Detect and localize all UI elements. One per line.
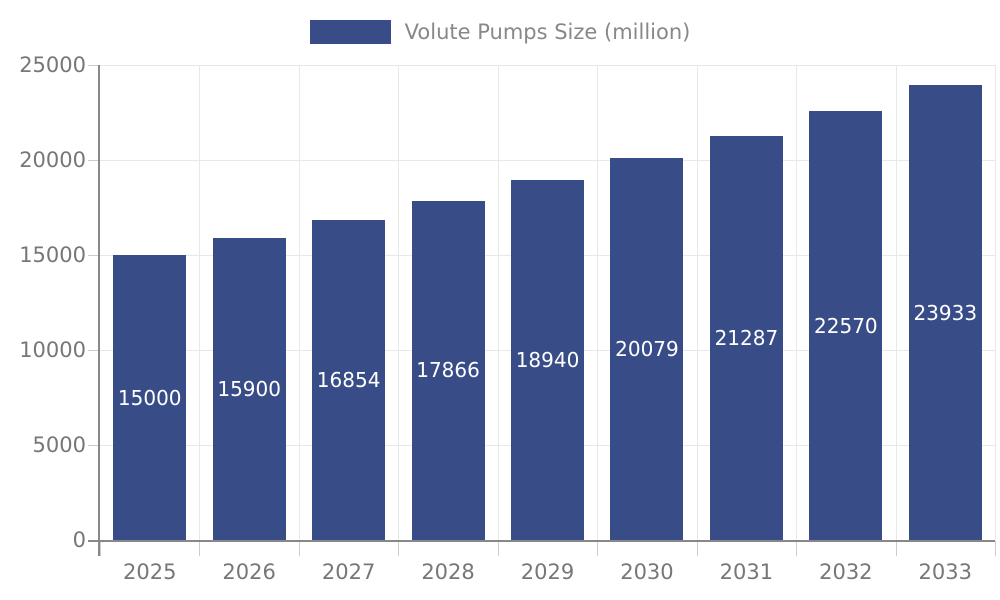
- bar[interactable]: [610, 158, 684, 540]
- x-axis-tick: [100, 541, 101, 556]
- y-axis-tick-label: 25000: [19, 53, 86, 77]
- x-axis-tick-label: 2030: [620, 560, 674, 584]
- y-gridline: [100, 65, 995, 66]
- y-axis-tick-label: 10000: [19, 338, 86, 362]
- y-axis-tick: [88, 255, 98, 256]
- x-axis-line: [88, 540, 995, 542]
- legend-label: Volute Pumps Size (million): [404, 20, 691, 44]
- bar-value-label: 17866: [416, 358, 480, 383]
- bar[interactable]: [212, 237, 286, 540]
- y-axis-tick: [88, 160, 98, 161]
- legend-item[interactable]: Volute Pumps Size (million): [0, 17, 1000, 47]
- x-gridline: [497, 65, 499, 540]
- bar-value-label: 22570: [814, 313, 878, 338]
- x-axis-tick-label: 2026: [222, 560, 276, 584]
- x-axis-tick: [696, 541, 698, 556]
- y-axis-tick-label: 15000: [19, 243, 86, 267]
- y-axis-tick-label: 20000: [19, 148, 86, 172]
- bar[interactable]: [809, 111, 883, 540]
- x-axis-tick-label: 2027: [321, 560, 376, 584]
- x-axis-tick: [398, 541, 400, 556]
- x-gridline: [398, 65, 400, 540]
- bar[interactable]: [709, 135, 783, 540]
- legend-swatch: [309, 20, 391, 44]
- y-axis-tick: [88, 65, 98, 66]
- x-axis-tick: [298, 541, 300, 556]
- x-gridline: [796, 65, 798, 540]
- x-axis-tick-label: 2029: [520, 560, 575, 584]
- bar-value-label: 20079: [615, 337, 679, 362]
- x-gridline: [895, 65, 897, 540]
- y-axis-tick-label: 0: [72, 528, 86, 552]
- bar[interactable]: [411, 200, 485, 540]
- bar[interactable]: [113, 255, 187, 540]
- bar[interactable]: [908, 85, 982, 540]
- x-gridline: [199, 65, 201, 540]
- y-gridline: [100, 160, 995, 161]
- bar-value-label: 23933: [913, 300, 978, 325]
- bar-value-label: 15900: [217, 376, 281, 401]
- y-axis-tick-label: 5000: [32, 433, 86, 457]
- bar-value-label: 21287: [714, 325, 779, 350]
- bar[interactable]: [511, 180, 584, 540]
- x-axis-tick-label: 2025: [122, 560, 177, 584]
- y-axis-tick: [88, 445, 98, 446]
- bar[interactable]: [312, 219, 386, 540]
- x-axis-tick-label: 2032: [819, 560, 873, 584]
- x-gridline: [696, 65, 698, 540]
- bar-value-label: 16854: [316, 367, 381, 392]
- x-axis-tick: [199, 541, 201, 556]
- x-axis-tick: [796, 541, 798, 556]
- x-gridline: [298, 65, 300, 540]
- x-axis-tick-label: 2033: [918, 560, 972, 584]
- x-axis-tick-label: 2028: [421, 560, 475, 584]
- bar-value-label: 18940: [515, 348, 580, 373]
- x-axis-tick: [895, 541, 897, 556]
- x-axis-tick: [497, 541, 499, 556]
- x-axis-tick: [995, 541, 996, 556]
- x-axis-tick-label: 2031: [719, 560, 774, 584]
- bar-value-label: 15000: [117, 385, 182, 410]
- y-axis-tick: [88, 350, 98, 351]
- y-axis-line: [98, 65, 100, 556]
- x-gridline: [597, 65, 599, 540]
- x-axis-tick: [597, 541, 599, 556]
- x-gridline: [995, 65, 996, 540]
